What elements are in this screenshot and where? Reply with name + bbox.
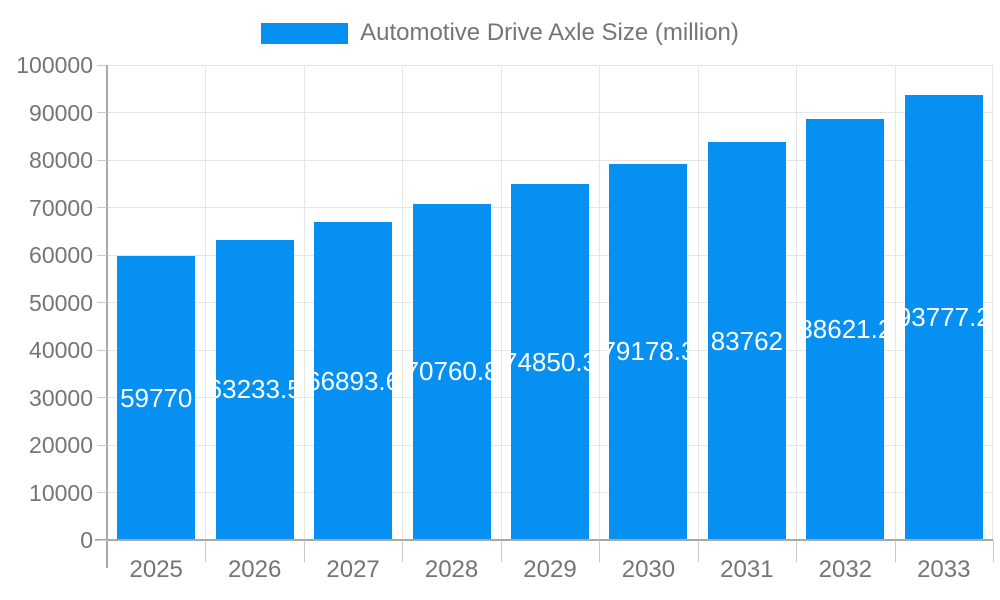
y-tick-label: 50000 <box>29 289 93 316</box>
bar-2026[interactable]: 63233.5 <box>215 239 294 540</box>
x-axis-line <box>95 539 993 541</box>
y-tick <box>97 444 107 446</box>
y-tick-label: 80000 <box>29 147 93 173</box>
gridline-v <box>205 65 207 540</box>
x-tick <box>993 540 994 562</box>
y-tick <box>97 349 107 351</box>
bar-value-label: 83762 <box>710 325 784 356</box>
x-tick-label-2032: 2032 <box>818 556 873 583</box>
bar-2030[interactable]: 79178.3 <box>609 163 688 540</box>
gridline-v <box>303 65 305 540</box>
legend-label: Automotive Drive Axle Size (million) <box>360 19 739 46</box>
x-tick-label-2027: 2027 <box>326 556 380 583</box>
y-tick <box>97 64 107 66</box>
bar-2027[interactable]: 66893.6 <box>314 222 393 540</box>
x-tick <box>303 540 305 562</box>
y-tick-label: 30000 <box>29 384 93 411</box>
y-tick <box>97 159 107 161</box>
plot-area: 59770 63233.5 66893.6 70760.8 74850.3 79178.3… <box>107 64 993 540</box>
x-tick <box>205 540 207 562</box>
x-tick-label-2025: 2025 <box>129 556 183 583</box>
bar-2032[interactable]: 88621.2 <box>806 119 885 540</box>
x-tick <box>894 540 896 562</box>
y-tick <box>97 302 107 303</box>
gridline-v <box>697 65 699 540</box>
y-tick-label: 70000 <box>29 194 93 221</box>
y-tick <box>97 397 107 398</box>
bar-value-label: 74850.3 <box>511 346 589 377</box>
y-tick-label: 10000 <box>29 479 93 506</box>
bar-value-label: 63233.5 <box>216 374 294 405</box>
y-tick-label: 40000 <box>29 337 93 363</box>
gridline-v <box>796 65 798 540</box>
gridline-h <box>107 159 993 161</box>
bar-value-label: 66893.6 <box>314 365 392 396</box>
x-tick-label-2026: 2026 <box>227 556 282 583</box>
y-axis-line <box>106 65 108 568</box>
y-tick-label: 90000 <box>29 99 93 126</box>
x-tick-label-2029: 2029 <box>523 556 577 583</box>
gridline-v <box>402 65 404 540</box>
bar-value-label: 93777.2 <box>905 301 983 332</box>
y-tick <box>97 112 107 113</box>
y-tick-label: 100000 <box>16 52 93 78</box>
x-tick-label-2033: 2033 <box>917 556 971 583</box>
x-tick <box>599 540 601 562</box>
gridline-h <box>107 64 993 66</box>
legend: Automotive Drive Axle Size (million) <box>0 19 1000 47</box>
bar-value-label: 59770 <box>120 382 193 413</box>
bar-2029[interactable]: 74850.3 <box>511 184 589 540</box>
bar-2028[interactable]: 70760.8 <box>412 203 491 540</box>
bar-2033[interactable]: 93777.2 <box>904 94 983 540</box>
bar-value-label: 79178.3 <box>609 336 687 367</box>
x-tick-label-2028: 2028 <box>424 556 479 583</box>
y-tick-label: 20000 <box>29 432 93 458</box>
y-tick <box>97 539 107 541</box>
gridline-v <box>992 65 993 540</box>
x-tick <box>697 540 699 562</box>
legend-swatch <box>261 22 349 44</box>
gridline-h <box>107 112 993 113</box>
bar-2025[interactable]: 59770 <box>117 256 196 540</box>
y-tick <box>97 492 107 493</box>
y-tick <box>97 254 107 256</box>
bar-2031[interactable]: 83762 <box>707 142 786 540</box>
gridline-v <box>894 65 896 540</box>
gridline-v <box>500 65 502 540</box>
y-tick-label: 60000 <box>29 242 93 268</box>
x-tick <box>796 540 798 562</box>
gridline-v <box>599 65 601 540</box>
x-tick <box>500 540 502 562</box>
x-tick-label-2030: 2030 <box>621 556 676 583</box>
y-tick <box>97 207 107 208</box>
x-tick-label-2031: 2031 <box>720 556 774 583</box>
bar-value-label: 88621.2 <box>806 314 884 345</box>
bar-value-label: 70760.8 <box>413 356 491 387</box>
y-tick-label: 0 <box>80 527 93 553</box>
x-tick <box>402 540 404 562</box>
